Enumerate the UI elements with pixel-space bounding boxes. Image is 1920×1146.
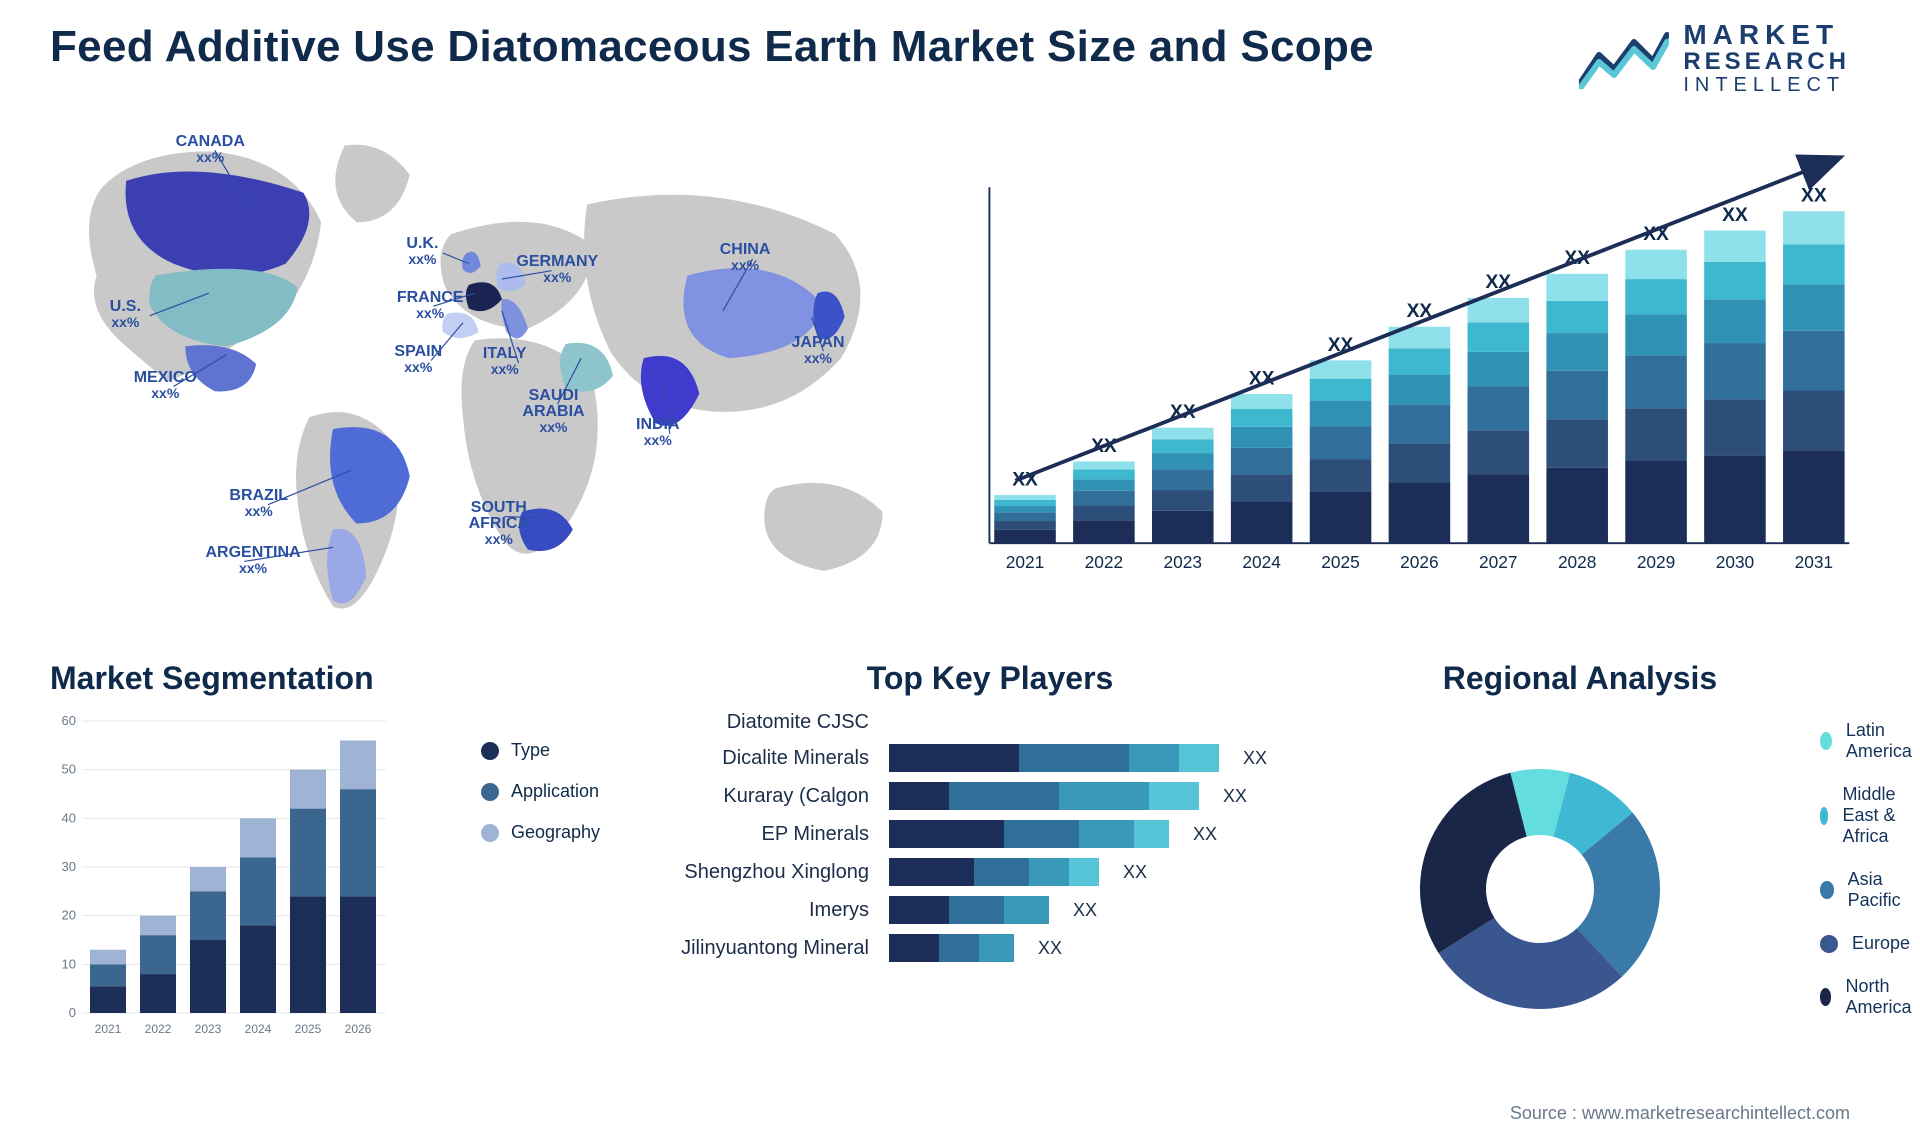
map-label-brazil: BRAZILxx% xyxy=(229,488,288,518)
map-label-saudi: SAUDIARABIAxx% xyxy=(522,388,584,434)
player-value: XX xyxy=(1123,862,1147,883)
regional-title: Regional Analysis xyxy=(1370,660,1790,697)
regional-panel: Regional Analysis Latin America Middle Ea… xyxy=(1370,660,1918,1080)
player-row: Shengzhou Xinglong XX xyxy=(650,858,1330,886)
player-value: XX xyxy=(1243,748,1267,769)
player-name: Jilinyuantong Mineral xyxy=(650,937,875,960)
region-legend-item: Europe xyxy=(1820,933,1918,954)
player-bar xyxy=(889,782,1199,810)
svg-text:2021: 2021 xyxy=(95,1022,122,1036)
player-value: XX xyxy=(1223,786,1247,807)
player-name: Dicalite Minerals xyxy=(650,747,875,770)
player-name: Kuraray (Calgon xyxy=(650,785,875,808)
svg-text:2026: 2026 xyxy=(1400,552,1438,572)
map-label-japan: JAPANxx% xyxy=(791,335,844,365)
svg-text:XX: XX xyxy=(1722,205,1748,226)
svg-text:2023: 2023 xyxy=(1164,552,1202,572)
player-row: EP Minerals XX xyxy=(650,820,1330,848)
segmentation-title: Market Segmentation xyxy=(50,660,610,697)
segmentation-legend: Type Application Geography xyxy=(481,740,600,843)
regional-donut xyxy=(1390,729,1690,1029)
map-label-us: U.S.xx% xyxy=(110,299,141,329)
player-bar xyxy=(889,934,1014,962)
player-bar xyxy=(889,820,1169,848)
brand-logo: MARKET RESEARCH INTELLECT xyxy=(1579,20,1850,96)
svg-text:2025: 2025 xyxy=(295,1022,322,1036)
main-bar-chart: XX2021XX2022XX2023XX2024XX2025XX2026XX20… xyxy=(975,110,1860,630)
player-bar xyxy=(889,896,1049,924)
player-row: Imerys XX xyxy=(650,896,1330,924)
map-label-southafrica: SOUTHAFRICAxx% xyxy=(469,500,529,546)
svg-text:2025: 2025 xyxy=(1321,552,1359,572)
world-map: CANADAxx% U.S.xx% MEXICOxx% BRAZILxx% ARGENT… xyxy=(50,110,935,630)
svg-text:2024: 2024 xyxy=(245,1022,272,1036)
map-label-argentina: ARGENTINAxx% xyxy=(205,545,300,575)
svg-text:2022: 2022 xyxy=(1085,552,1123,572)
svg-text:2031: 2031 xyxy=(1795,552,1833,572)
players-list: Diatomite CJSCDicalite MineralsXXKuraray… xyxy=(650,711,1330,962)
source-text: Source : www.marketresearchintellect.com xyxy=(1510,1103,1850,1124)
region-legend-item: Middle East & Africa xyxy=(1820,784,1918,847)
player-bar xyxy=(889,858,1099,886)
logo-icon xyxy=(1579,27,1669,89)
map-label-canada: CANADAxx% xyxy=(176,134,245,164)
player-name: Imerys xyxy=(650,899,875,922)
svg-text:60: 60 xyxy=(62,713,76,728)
svg-text:0: 0 xyxy=(69,1005,76,1020)
player-row: Kuraray (Calgon XX xyxy=(650,782,1330,810)
svg-text:20: 20 xyxy=(62,908,76,923)
seg-legend-item: Type xyxy=(481,740,600,761)
map-label-france: FRANCExx% xyxy=(397,290,464,320)
map-label-uk: U.K.xx% xyxy=(406,236,438,266)
svg-text:2024: 2024 xyxy=(1242,552,1281,572)
player-value: XX xyxy=(1193,824,1217,845)
seg-legend-item: Geography xyxy=(481,822,600,843)
player-name: EP Minerals xyxy=(650,823,875,846)
map-label-india: INDIAxx% xyxy=(636,417,680,447)
svg-text:2027: 2027 xyxy=(1479,552,1517,572)
svg-text:2030: 2030 xyxy=(1716,552,1754,572)
svg-text:2029: 2029 xyxy=(1637,552,1675,572)
map-label-spain: SPAINxx% xyxy=(394,344,442,374)
player-row: Dicalite Minerals XX xyxy=(650,744,1330,772)
svg-text:2026: 2026 xyxy=(345,1022,372,1036)
player-row: Jilinyuantong Mineral XX xyxy=(650,934,1330,962)
logo-text-3: INTELLECT xyxy=(1683,75,1850,96)
region-legend-item: Asia Pacific xyxy=(1820,869,1918,911)
seg-legend-item: Application xyxy=(481,781,600,802)
svg-text:2021: 2021 xyxy=(1006,552,1044,572)
logo-text-2: RESEARCH xyxy=(1683,49,1850,74)
svg-text:10: 10 xyxy=(62,956,76,971)
svg-text:30: 30 xyxy=(62,859,76,874)
svg-text:XX: XX xyxy=(1801,186,1827,207)
region-legend-item: North America xyxy=(1820,976,1918,1018)
player-name: Diatomite CJSC xyxy=(650,711,875,734)
players-title: Top Key Players xyxy=(650,660,1330,697)
segmentation-chart: 0 10 20 30 40 50 60 2021 2022 2023 2024 2025 2026 xyxy=(50,711,390,1041)
players-panel: Top Key Players Diatomite CJSC Dicalite M… xyxy=(650,660,1330,1080)
player-row: Diatomite CJSC xyxy=(650,711,1330,734)
player-name: Shengzhou Xinglong xyxy=(650,861,875,884)
svg-text:50: 50 xyxy=(62,762,76,777)
segmentation-panel: Market Segmentation 0 10 20 30 40 50 60 2021 202… xyxy=(50,660,610,1080)
player-bar xyxy=(889,744,1219,772)
region-legend-item: Latin America xyxy=(1820,720,1918,762)
svg-text:2022: 2022 xyxy=(145,1022,172,1036)
svg-text:2023: 2023 xyxy=(195,1022,222,1036)
player-value: XX xyxy=(1073,900,1097,921)
map-label-china: CHINAxx% xyxy=(720,242,771,272)
svg-text:2028: 2028 xyxy=(1558,552,1596,572)
player-value: XX xyxy=(1038,938,1062,959)
map-label-mexico: MEXICOxx% xyxy=(134,370,197,400)
logo-text-1: MARKET xyxy=(1683,20,1850,49)
map-label-italy: ITALYxx% xyxy=(483,346,527,376)
map-label-germany: GERMANYxx% xyxy=(516,254,598,284)
svg-text:40: 40 xyxy=(62,810,76,825)
regional-legend: Latin America Middle East & Africa Asia Pa… xyxy=(1820,720,1918,1018)
page-title: Feed Additive Use Diatomaceous Earth Mar… xyxy=(50,22,1374,72)
